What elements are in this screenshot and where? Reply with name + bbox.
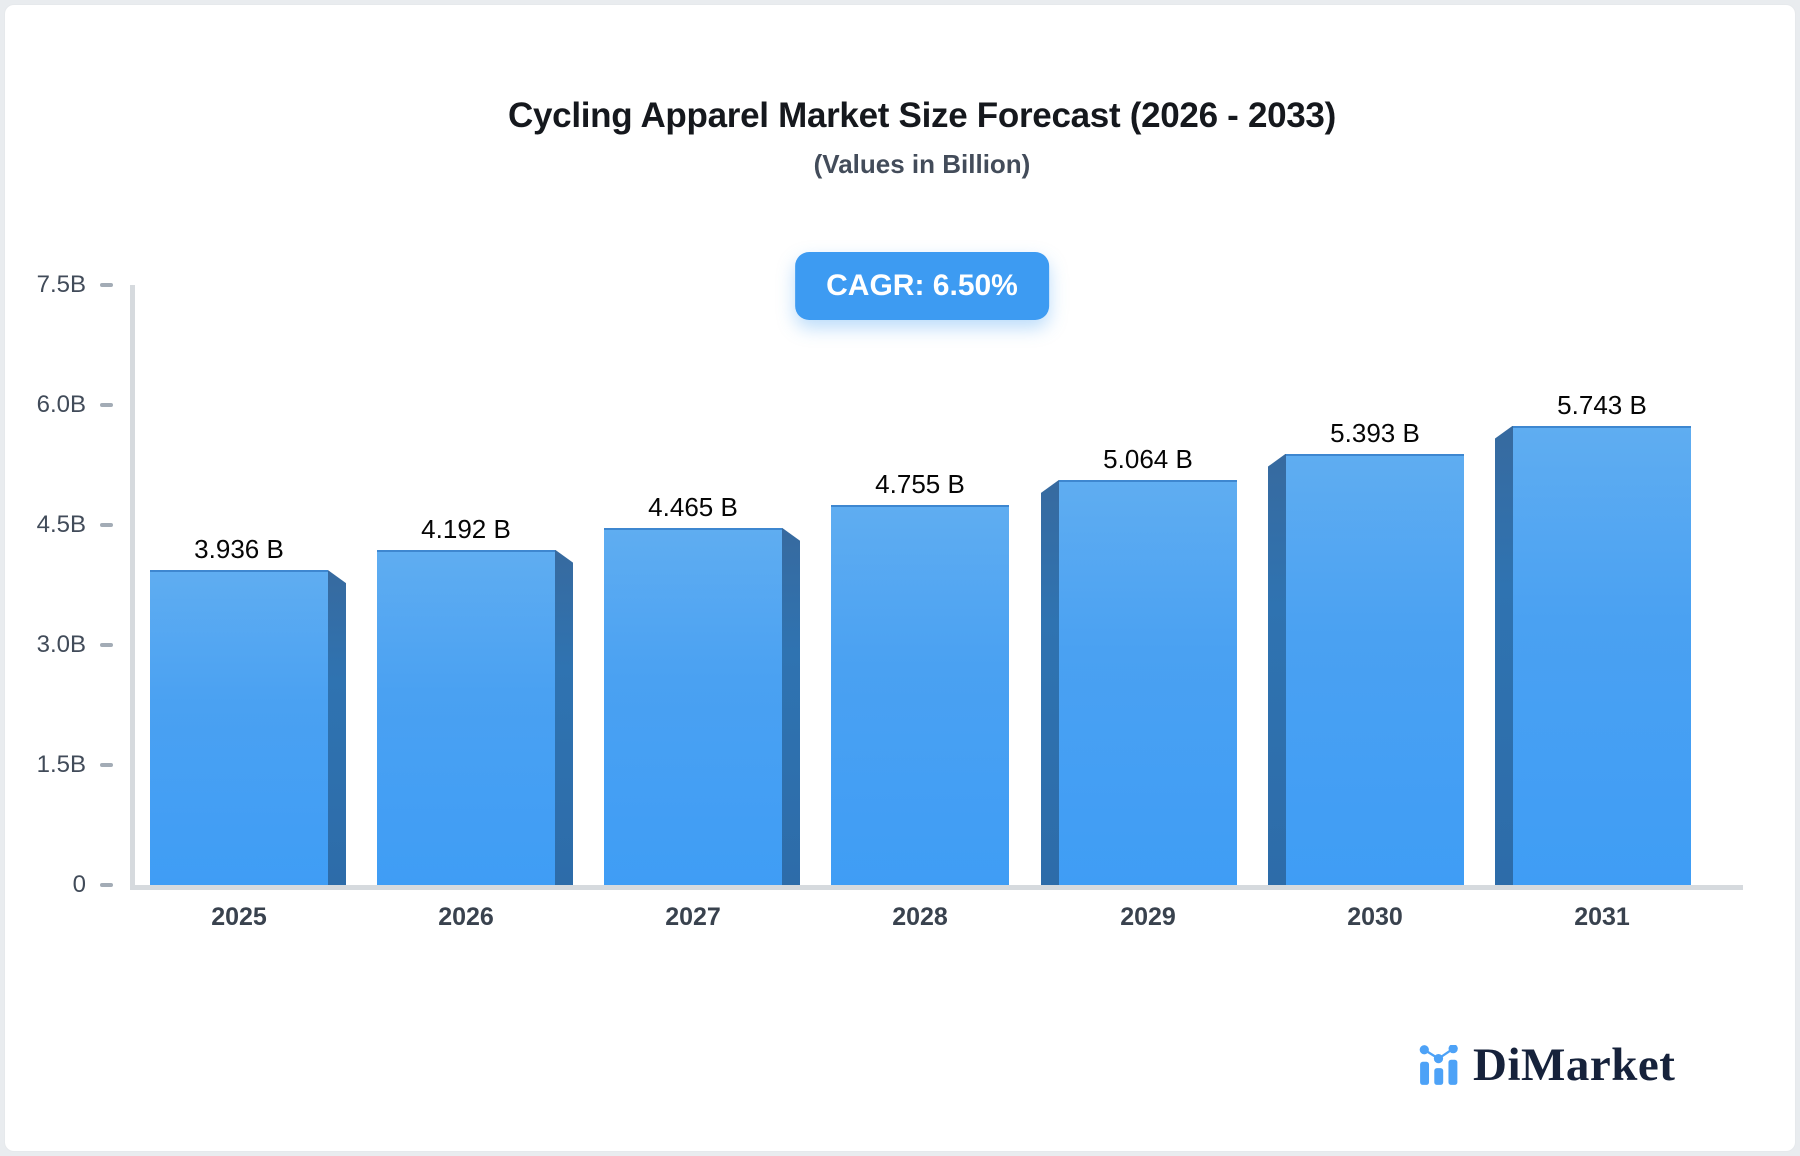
chart-subtitle: (Values in Billion) [813, 149, 1031, 179]
bar-value-label: 5.064 B [1103, 443, 1193, 474]
bar-value-label: 4.465 B [648, 491, 738, 522]
bar-value-label: 4.755 B [875, 468, 965, 499]
y-axis-tick [100, 763, 113, 767]
bar-2031[interactable] [1513, 425, 1691, 885]
bar-3d-side-face [1268, 453, 1286, 885]
bar-value-label: 3.936 B [194, 534, 284, 565]
bar-2028[interactable] [831, 504, 1009, 885]
x-axis-label-2026: 2026 [438, 903, 494, 931]
y-axis-tick [100, 283, 113, 287]
x-axis-label-2030: 2030 [1347, 903, 1403, 931]
bar-value-label: 4.192 B [421, 513, 511, 544]
y-axis-tick-label: 0 [72, 871, 86, 898]
x-axis-label-2029: 2029 [1120, 903, 1176, 931]
chart-title: Cycling Apparel Market Size Forecast (20… [508, 96, 1336, 135]
y-axis-tick [100, 883, 113, 887]
bar-3d-side-face [555, 549, 573, 885]
bar-value-label: 5.743 B [1557, 389, 1647, 420]
brand-logo-text: DiMarket [1473, 1039, 1676, 1091]
x-axis-label-2025: 2025 [211, 903, 267, 931]
bar-2030[interactable] [1286, 453, 1464, 885]
bar-value-label: 5.393 B [1330, 417, 1420, 448]
brand-logo: DiMarket [1418, 1042, 1675, 1089]
bar-3d-side-face [1495, 425, 1513, 885]
y-axis-line [130, 285, 135, 886]
bar-3d-side-face [328, 570, 346, 885]
y-axis-tick [100, 403, 113, 407]
bar-2026[interactable] [377, 549, 555, 885]
x-axis-label-2027: 2027 [665, 903, 721, 931]
cagr-badge: CAGR: 6.50% [795, 252, 1049, 320]
y-axis-tick-label: 1.5B [36, 751, 86, 778]
bar-2027[interactable] [604, 527, 782, 885]
y-axis-tick-label: 3.0B [36, 631, 86, 658]
y-axis-tick-label: 4.5B [36, 511, 86, 538]
bar-2025[interactable] [150, 570, 328, 885]
x-axis-label-2028: 2028 [892, 903, 948, 931]
bar-3d-side-face [782, 527, 800, 885]
x-axis-line [130, 885, 1743, 890]
dimarket-logo-icon [1419, 1044, 1458, 1085]
y-axis-tick [100, 643, 113, 647]
bar-2029[interactable] [1059, 479, 1237, 885]
x-axis-label-2031: 2031 [1574, 903, 1630, 931]
y-axis-tick-label: 7.5B [36, 271, 86, 298]
y-axis-tick-label: 6.0B [36, 391, 86, 418]
bar-3d-side-face [1041, 479, 1059, 885]
y-axis-tick [100, 523, 113, 527]
